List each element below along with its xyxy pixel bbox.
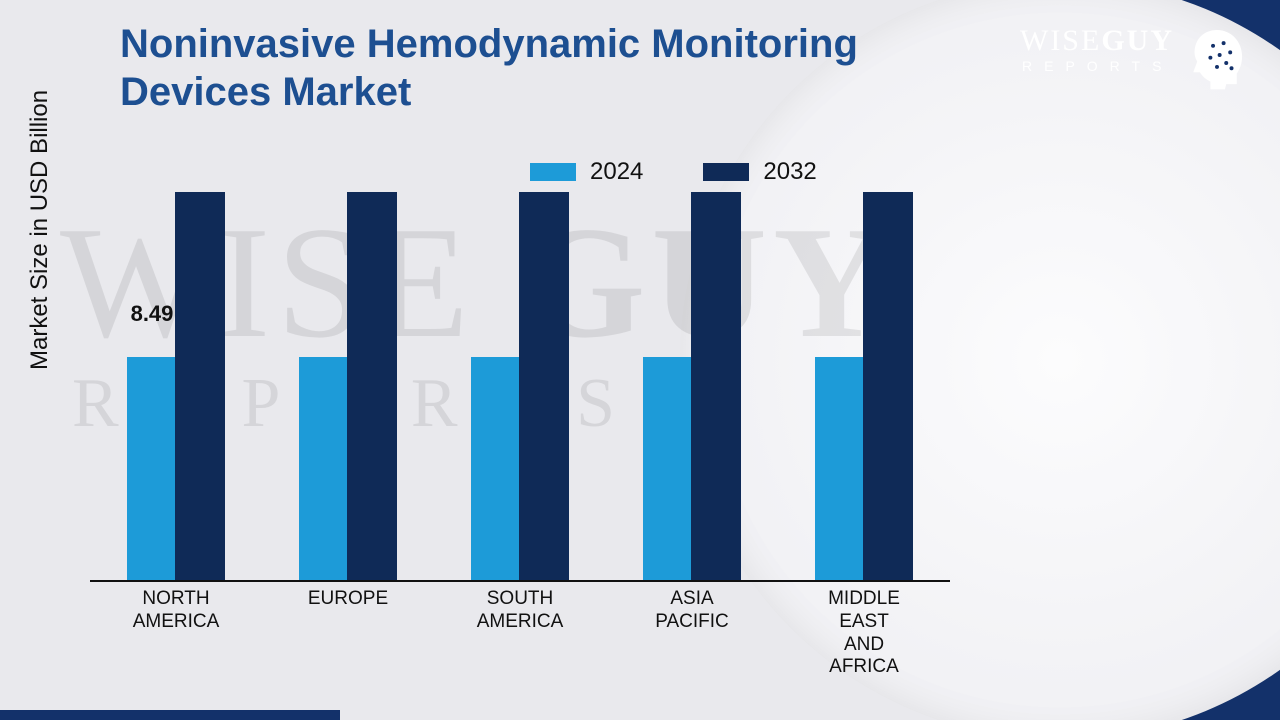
- bar: [691, 192, 741, 581]
- category-label: SOUTHAMERICA: [440, 580, 600, 634]
- bar: [299, 357, 349, 580]
- bar-group: MIDDLEEASTANDAFRICA: [798, 192, 930, 581]
- brand-logo: WISEGUY REPORTS: [1020, 26, 1250, 92]
- bar: [863, 192, 913, 581]
- bar-group: SOUTHAMERICA: [454, 192, 586, 581]
- category-label: ASIAPACIFIC: [612, 580, 772, 634]
- logo-line-1: WISEGUY: [1020, 26, 1174, 56]
- bar: [815, 357, 865, 580]
- bar-group: EUROPE: [282, 192, 414, 581]
- bar: [643, 357, 693, 580]
- chart-canvas: WISEGUY REPORTS WISE GUY REPORTS Noninva…: [0, 0, 1280, 720]
- legend-item-2032: 2032: [703, 158, 816, 186]
- legend-swatch: [530, 163, 576, 181]
- legend-swatch: [703, 163, 749, 181]
- logo-line-2: REPORTS: [1022, 58, 1174, 74]
- bar: [471, 357, 521, 580]
- right-sidebar-band: [960, 0, 1280, 720]
- footer-accent-bar: [0, 710, 340, 720]
- category-label: MIDDLEEASTANDAFRICA: [784, 580, 944, 679]
- legend-label: 2024: [590, 158, 643, 186]
- head-icon: [1184, 26, 1250, 92]
- bar-group: ASIAPACIFIC: [626, 192, 758, 581]
- bar-groups: NORTHAMERICA8.49 EUROPE SOUTHAMERICA ASIAPA…: [90, 160, 950, 580]
- legend: 2024 2032: [530, 158, 817, 186]
- bar: [519, 192, 569, 581]
- category-label: EUROPE: [268, 580, 428, 611]
- value-annotation: 8.49: [131, 301, 174, 327]
- category-label: NORTHAMERICA: [96, 580, 256, 634]
- legend-item-2024: 2024: [530, 158, 643, 186]
- x-axis-line: [90, 580, 950, 582]
- chart-title: Noninvasive Hemodynamic Monitoring Devic…: [120, 20, 880, 116]
- bar-group: NORTHAMERICA8.49: [110, 192, 242, 581]
- bar: [127, 357, 177, 580]
- legend-label: 2032: [763, 158, 816, 186]
- y-axis-label: Market Size in USD Billion: [26, 90, 54, 370]
- bar: [347, 192, 397, 581]
- bar: [175, 192, 225, 581]
